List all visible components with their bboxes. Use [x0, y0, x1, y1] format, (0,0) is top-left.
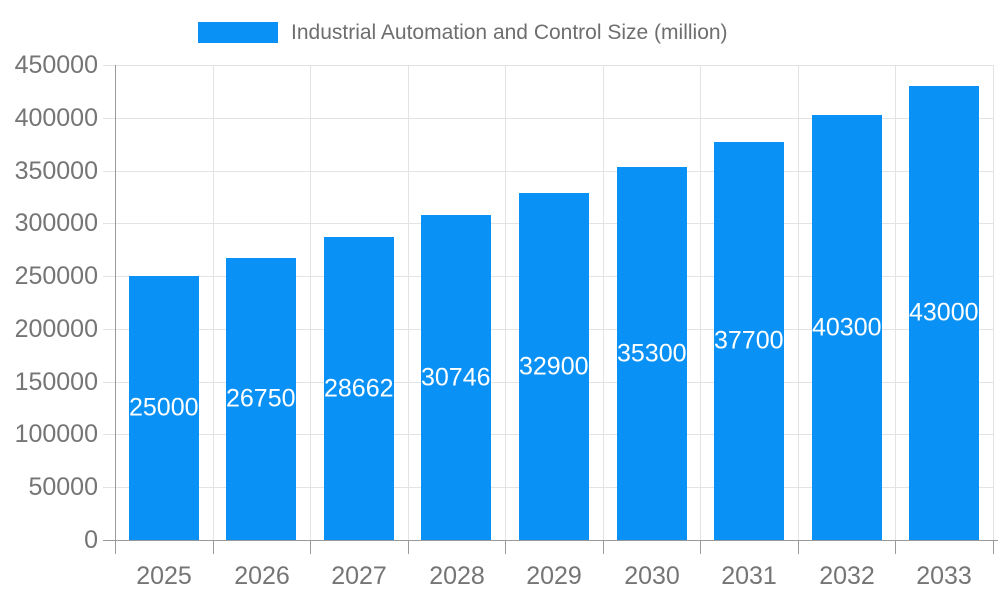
x-axis-tick-label: 2027: [331, 562, 387, 590]
bar-2033[interactable]: 430000: [909, 86, 979, 540]
y-tick: [103, 329, 115, 330]
bar-2031[interactable]: 377000: [714, 142, 784, 540]
bar-value-label: 286625: [324, 374, 394, 402]
bar-value-label: 307461: [421, 363, 491, 391]
bar-value-label: 403000: [812, 313, 882, 341]
y-tick: [103, 434, 115, 435]
bar-2030[interactable]: 353000: [617, 167, 687, 540]
x-tick: [603, 540, 604, 554]
x-tick: [700, 540, 701, 554]
x-gridline: [408, 65, 409, 540]
x-tick: [408, 540, 409, 554]
bar-value-label: 353000: [617, 339, 687, 367]
bar-value-label: 329000: [519, 352, 589, 380]
y-axis-tick-label: 300000: [14, 209, 98, 237]
bar-2025[interactable]: 250000: [129, 276, 199, 540]
x-tick: [310, 540, 311, 554]
x-axis-tick-label: 2031: [721, 562, 777, 590]
x-tick: [505, 540, 506, 554]
y-axis-tick-label: 50000: [28, 473, 98, 501]
x-gridline: [213, 65, 214, 540]
legend-swatch: [198, 22, 278, 43]
bar-2029[interactable]: 329000: [519, 193, 589, 540]
y-axis-tick-label: 0: [84, 526, 98, 554]
y-tick: [103, 118, 115, 119]
y-gridline: [115, 171, 993, 172]
x-axis-tick-label: 2028: [429, 562, 485, 590]
x-gridline: [700, 65, 701, 540]
bar-2027[interactable]: 286625: [324, 237, 394, 540]
x-tick: [115, 540, 116, 554]
bar-2028[interactable]: 307461: [421, 215, 491, 540]
y-tick: [103, 65, 115, 66]
bar-value-label: 267500: [226, 384, 296, 413]
bar-2032[interactable]: 403000: [812, 115, 882, 540]
x-gridline: [505, 65, 506, 540]
x-gridline: [993, 65, 994, 540]
x-tick: [213, 540, 214, 554]
x-gridline: [798, 65, 799, 540]
y-axis-tick-label: 200000: [14, 315, 98, 343]
y-tick: [103, 487, 115, 488]
x-axis-tick-label: 2030: [624, 562, 680, 590]
x-tick: [798, 540, 799, 554]
bar-2026[interactable]: 267500: [226, 258, 296, 540]
y-gridline: [115, 118, 993, 119]
legend[interactable]: Industrial Automation and Control Size (…: [198, 20, 728, 45]
y-gridline: [115, 65, 993, 66]
y-axis-tick-label: 400000: [14, 104, 98, 132]
x-gridline: [895, 65, 896, 540]
y-axis-tick-label: 350000: [14, 157, 98, 185]
x-axis-line: [103, 540, 998, 541]
x-gridline: [310, 65, 311, 540]
bar-value-label: 250000: [129, 393, 199, 422]
x-axis-tick-label: 2032: [819, 562, 875, 590]
x-tick: [895, 540, 896, 554]
y-axis-tick-label: 250000: [14, 262, 98, 290]
bar-value-label: 377000: [714, 326, 784, 355]
x-axis-tick-label: 2025: [136, 562, 192, 590]
y-axis-tick-label: 100000: [14, 420, 98, 448]
x-axis-tick-label: 2033: [916, 562, 972, 590]
y-tick: [103, 276, 115, 277]
y-axis-tick-label: 450000: [14, 51, 98, 79]
y-axis-tick-label: 150000: [14, 368, 98, 396]
x-axis-tick-label: 2026: [234, 562, 290, 590]
x-axis-tick-label: 2029: [526, 562, 582, 590]
x-tick: [993, 540, 994, 554]
y-axis-line: [115, 65, 116, 540]
x-gridline: [603, 65, 604, 540]
legend-label: Industrial Automation and Control Size (…: [291, 20, 728, 44]
y-tick: [103, 223, 115, 224]
y-tick: [103, 171, 115, 172]
y-tick: [103, 382, 115, 383]
bar-value-label: 430000: [909, 298, 979, 327]
